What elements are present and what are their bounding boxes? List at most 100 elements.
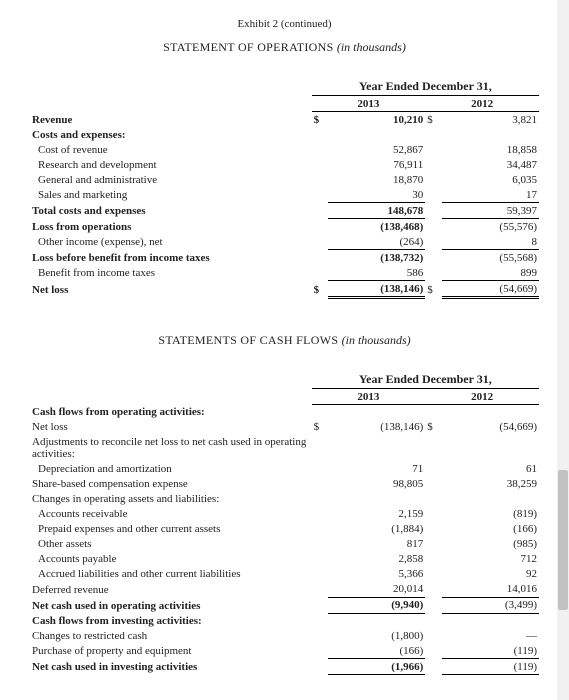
currency-symbol: $ [312,281,328,298]
scf-title-plain: STATEMENTS OF CASH FLOWS [158,333,341,347]
currency-symbol [425,127,441,142]
table-row: Accounts payable2,858712 [30,552,539,567]
currency-symbol: $ [425,420,441,435]
currency-symbol [425,462,441,477]
table-row: Research and development76,91134,487 [30,157,539,172]
table-row: Accounts receivable2,159(819) [30,507,539,522]
table-row: Cash flows from investing activities: [30,613,539,628]
currency-symbol [312,265,328,281]
value-y1: (1,800) [328,628,425,643]
value-y1: 148,678 [328,203,425,219]
soo-body: Revenue$10,210$3,821Costs and expenses:C… [30,112,539,298]
currency-symbol [425,552,441,567]
value-y1: 71 [328,462,425,477]
currency-symbol [425,492,441,507]
value-y2: — [442,628,540,643]
table-row: Changes in operating assets and liabilit… [30,492,539,507]
currency-symbol [425,537,441,552]
table-row: Net cash used in operating activities(9,… [30,597,539,613]
currency-symbol [312,643,328,659]
table-row: Other assets817(985) [30,537,539,552]
currency-symbol [312,507,328,522]
value-y2 [442,127,540,142]
currency-symbol: $ [425,112,441,128]
currency-symbol [425,582,441,598]
value-y2 [442,492,540,507]
table-row: Cost of revenue52,86718,858 [30,142,539,157]
row-label: Cash flows from operating activities: [30,405,312,420]
table-row: Share-based compensation expense98,80538… [30,477,539,492]
currency-symbol [425,643,441,659]
table-row: Total costs and expenses148,67859,397 [30,203,539,219]
value-y1 [328,435,425,462]
scrollbar-thumb[interactable] [558,470,568,610]
row-label: Sales and marketing [30,187,312,203]
value-y2: (119) [442,659,540,675]
value-y2: 18,858 [442,142,540,157]
document-page: Exhibit 2 (continued) STATEMENT OF OPERA… [0,0,569,693]
row-label: Net loss [30,281,312,298]
soo-col-y2: 2012 [425,96,539,112]
value-y1 [328,405,425,420]
row-label: Other assets [30,537,312,552]
currency-symbol [425,219,441,235]
table-row: Other income (expense), net(264)8 [30,234,539,250]
row-label: Changes to restricted cash [30,628,312,643]
currency-symbol [312,613,328,628]
row-label: Revenue [30,112,312,128]
value-y1: 30 [328,187,425,203]
currency-symbol [425,507,441,522]
currency-symbol [312,142,328,157]
row-label: Net loss [30,420,312,435]
currency-symbol: $ [312,420,328,435]
table-row: Deferred revenue20,01414,016 [30,582,539,598]
scrollbar-track[interactable] [557,0,569,700]
value-y2: 899 [442,265,540,281]
row-label: Deferred revenue [30,582,312,598]
row-label: Cash flows from investing activities: [30,613,312,628]
currency-symbol [425,567,441,582]
value-y1: 10,210 [328,112,425,128]
value-y1: (138,146) [328,420,425,435]
scf-title: STATEMENTS OF CASH FLOWS (in thousands) [30,333,539,348]
currency-symbol: $ [312,112,328,128]
value-y2: 38,259 [442,477,540,492]
currency-symbol [425,234,441,250]
value-y2: 92 [442,567,540,582]
row-label: Loss before benefit from income taxes [30,250,312,266]
value-y2: 8 [442,234,540,250]
scf-year-header: Year Ended December 31, [312,370,539,389]
value-y2: (55,576) [442,219,540,235]
value-y2: (985) [442,537,540,552]
currency-symbol [312,552,328,567]
scf-col-y1: 2013 [312,389,426,405]
value-y1: (1,884) [328,522,425,537]
value-y1: 2,159 [328,507,425,522]
table-row: Loss before benefit from income taxes(13… [30,250,539,266]
scf-table: Year Ended December 31, 2013 2012 Cash f… [30,370,539,675]
value-y2: (54,669) [442,281,540,298]
currency-symbol [312,522,328,537]
currency-symbol [312,462,328,477]
currency-symbol [312,234,328,250]
currency-symbol [312,435,328,462]
currency-symbol [425,203,441,219]
currency-symbol [312,659,328,675]
currency-symbol [312,127,328,142]
table-row: Cash flows from operating activities: [30,405,539,420]
value-y1: (138,468) [328,219,425,235]
row-label: Net cash used in investing activities [30,659,312,675]
row-label: Accounts receivable [30,507,312,522]
currency-symbol [425,435,441,462]
value-y2 [442,613,540,628]
value-y1: 52,867 [328,142,425,157]
table-row: Depreciation and amortization7161 [30,462,539,477]
currency-symbol [425,597,441,613]
soo-year-header: Year Ended December 31, [312,77,539,96]
table-row: Adjustments to reconcile net loss to net… [30,435,539,462]
row-label: Depreciation and amortization [30,462,312,477]
value-y1: 586 [328,265,425,281]
table-row: Costs and expenses: [30,127,539,142]
table-row: Net loss$(138,146)$(54,669) [30,420,539,435]
value-y1: (264) [328,234,425,250]
